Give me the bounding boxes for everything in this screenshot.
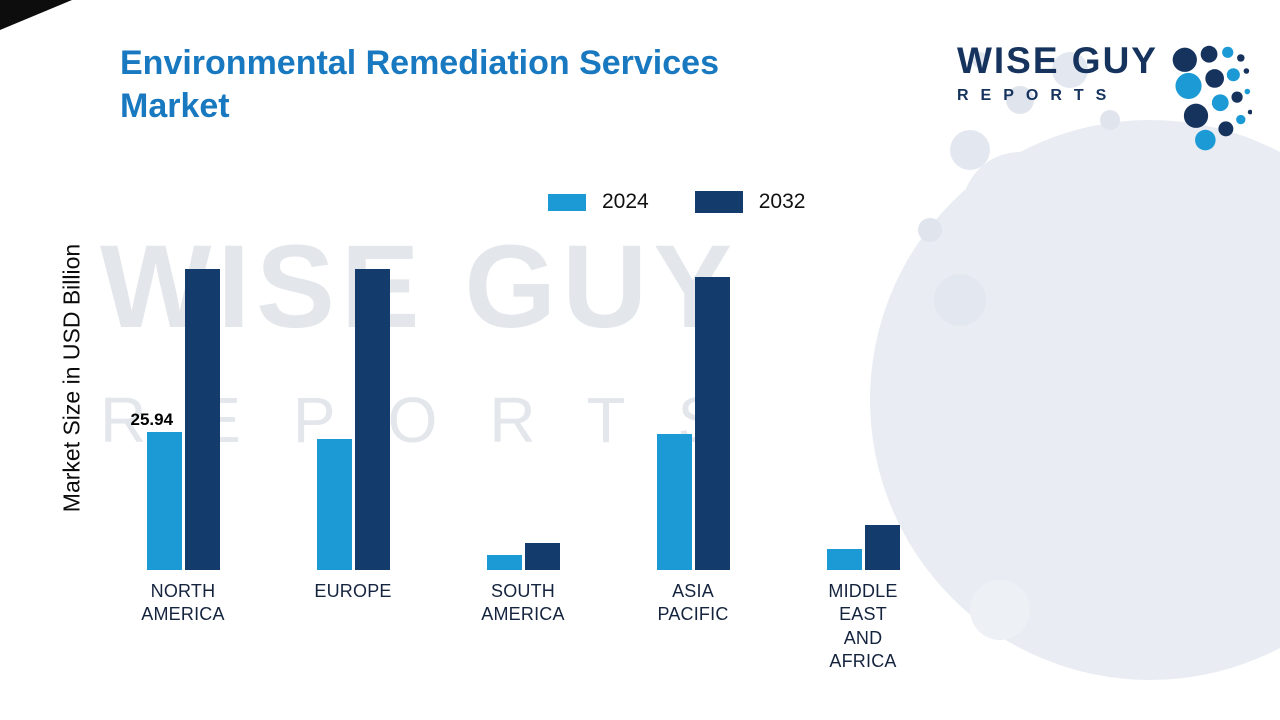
- category-label-europe: EUROPE: [314, 581, 392, 601]
- bar-group-asia-pacific: ASIA PACIFIC: [608, 250, 778, 624]
- logo-subtext: REPORTS: [956, 87, 1119, 104]
- legend-swatch-2032: [694, 191, 743, 213]
- bars-middle-east-and-africa: [826, 250, 900, 570]
- bar-asia-pacific-2024: [656, 434, 692, 570]
- bar-value-label: 25.94: [130, 410, 174, 429]
- logo-wordmark: WISE GUY: [956, 40, 1158, 81]
- bar-middle-east-and-africa-2032: [864, 525, 900, 570]
- category-label-north-america: NORTH AMERICA: [141, 581, 225, 625]
- logo-text: WISE GUY REPORTS: [957, 42, 1158, 105]
- bar-group-north-america: 25.94 NORTH AMERICA: [98, 250, 268, 624]
- legend-item-2024: 2024: [548, 190, 649, 214]
- bar-middle-east-and-africa-2024: [826, 549, 862, 570]
- brand-logo: WISE GUY REPORTS: [957, 42, 1252, 156]
- corner-decoration: [0, 0, 72, 30]
- legend-label-2024: 2024: [602, 190, 649, 213]
- bars-south-america: [486, 250, 560, 570]
- category-label-south-america: SOUTH AMERICA: [481, 581, 565, 625]
- bar-north-america-2024: 25.94: [131, 410, 182, 570]
- bar-europe-2032: [354, 269, 390, 570]
- bars-europe: [316, 250, 390, 570]
- bar-asia-pacific-2032: [694, 277, 730, 570]
- category-label-middle-east-and-africa: MIDDLE EAST AND AFRICA: [828, 581, 898, 672]
- legend-swatch-2024: [548, 193, 586, 211]
- bar-south-america-2032: [524, 543, 560, 570]
- bars-asia-pacific: [656, 250, 730, 570]
- legend-item-2032: 2032: [694, 190, 806, 214]
- bar-group-south-america: SOUTH AMERICA: [438, 250, 608, 624]
- bar-group-europe: EUROPE: [268, 250, 438, 601]
- plot-area: 25.94 NORTH AMERICA EUROPE SOUTH AMERICA ASI…: [98, 250, 948, 671]
- background-decoration: [870, 52, 1280, 680]
- bar-south-america-2024: [486, 555, 522, 570]
- y-axis-label: Market Size in USD Billion: [58, 243, 85, 513]
- bar-north-america-2032: [184, 269, 220, 570]
- bar-europe-2024: [316, 439, 352, 570]
- chart-legend: 2024 2032: [548, 190, 805, 214]
- logo-head-icon: [1172, 45, 1252, 151]
- bar-group-middle-east-and-africa: MIDDLE EAST AND AFRICA: [778, 250, 948, 671]
- bars-north-america: 25.94: [131, 250, 220, 570]
- legend-label-2032: 2032: [758, 190, 806, 213]
- chart-title: Environmental Remediation Services Marke…: [120, 44, 719, 125]
- category-label-asia-pacific: ASIA PACIFIC: [657, 581, 729, 625]
